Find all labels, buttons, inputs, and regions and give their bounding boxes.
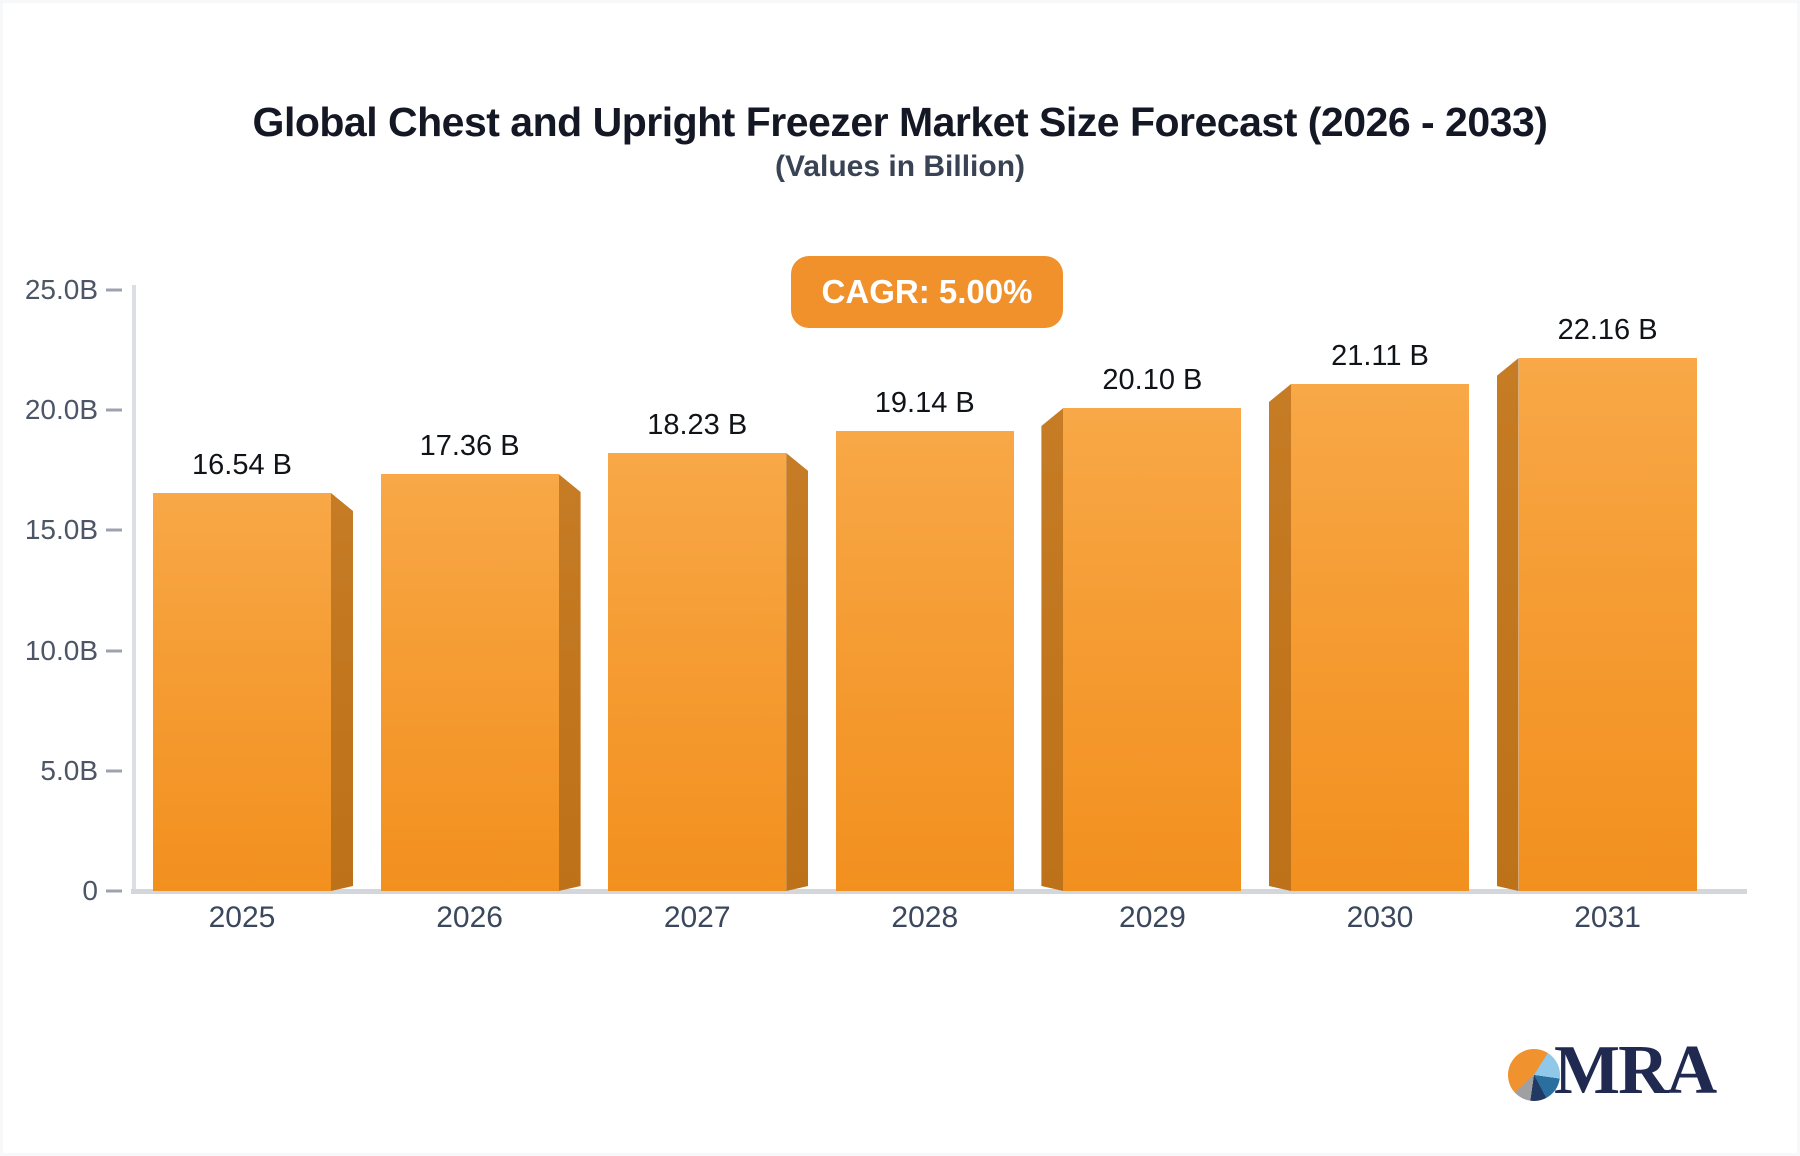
bar-side-face [1269,384,1291,891]
cagr-badge: CAGR: 5.00% [791,256,1063,328]
bar-value-label: 21.11 B [1331,340,1429,372]
y-tick-label: 10.0B [24,634,98,666]
x-axis-label: 2026 [436,901,503,934]
y-tick-mark [106,649,122,653]
y-tick-label: 25.0B [24,274,98,305]
chart-title: Global Chest and Upright Freezer Market … [252,99,1548,145]
bar-2026 [380,474,559,891]
bar-2029 [1063,408,1242,891]
y-tick-mark [106,408,122,412]
bar-2028 [835,431,1014,891]
y-axis-line [132,285,136,891]
bar-side-face [558,474,581,891]
bar-value-label: 17.36 B [419,430,520,462]
pie-chart-logo-icon [1508,1049,1560,1101]
bar-side-face [331,493,353,891]
x-axis-label: 2027 [663,901,731,934]
y-tick-mark [106,528,122,532]
bar-side-face [786,453,809,891]
bar-2027 [608,453,787,891]
y-tick-mark [106,889,122,893]
x-axis-baseline [131,889,1747,894]
brand-logo-text: MRA [1554,1032,1717,1109]
y-tick-label: 0 [82,875,98,906]
bar-value-label: 19.14 B [874,387,975,419]
x-axis-label: 2029 [1119,901,1186,934]
bar-2030 [1291,384,1469,891]
x-axis-label: 2031 [1574,901,1641,934]
y-tick-label: 5.0B [40,754,98,786]
y-tick-mark [106,769,122,773]
chart-subtitle: (Values in Billion) [774,150,1026,183]
x-axis-label: 2030 [1346,901,1414,934]
bar-2025 [153,493,331,891]
x-axis-label: 2025 [208,901,276,934]
y-tick-label: 15.0B [24,514,98,546]
bar-2031 [1518,358,1697,891]
brand-logo: MRA [1508,1032,1717,1109]
bar-side-face [1496,358,1519,891]
bar-value-label: 16.54 B [192,449,292,481]
bar-value-label: 18.23 B [647,409,748,441]
bar-value-label: 22.16 B [1557,314,1658,346]
y-tick-label: 20.0B [24,394,98,426]
bar-value-label: 20.10 B [1102,364,1203,396]
bar-side-face [1041,408,1064,891]
x-axis-label: 2028 [891,901,959,934]
y-tick-mark [106,288,122,292]
